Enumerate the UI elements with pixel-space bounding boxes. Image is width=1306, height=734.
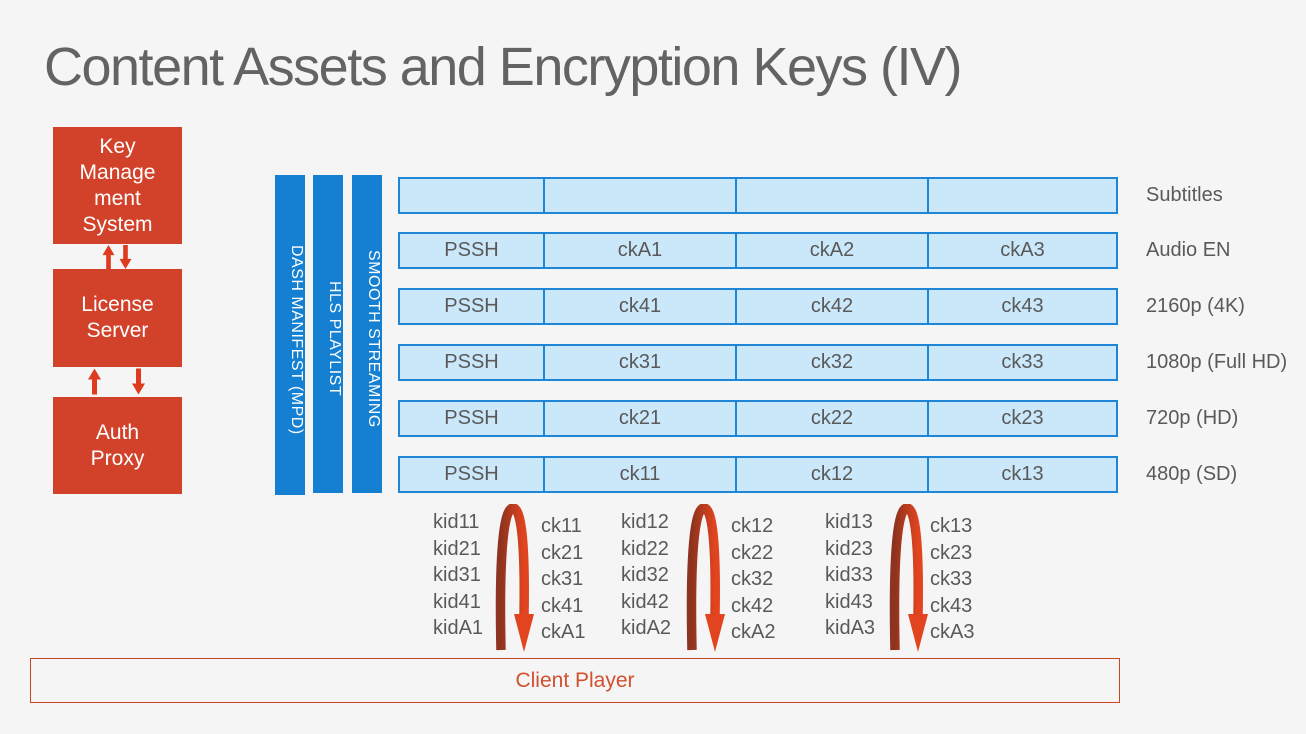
auth-proxy-label: Auth Proxy bbox=[90, 420, 145, 470]
table-cell bbox=[543, 179, 735, 212]
smooth-streaming-bar: SMOOTH STREAMING bbox=[352, 175, 382, 493]
table-cell bbox=[927, 179, 1116, 212]
slide-title: Content Assets and Encryption Keys (IV) bbox=[44, 37, 962, 97]
row-label-1080p: 1080p (Full HD) bbox=[1146, 351, 1288, 373]
table-cell: ckA3 bbox=[927, 234, 1116, 267]
table-cell: ck41 bbox=[543, 290, 735, 323]
dash-manifest-bar: DASH MANIFEST (MPD) bbox=[275, 175, 305, 495]
table-cell: ck12 bbox=[735, 458, 927, 491]
key-management-system-box: Key Manage ment System bbox=[53, 127, 182, 244]
hls-playlist-bar: HLS PLAYLIST bbox=[313, 175, 343, 493]
row-label-720p: 720p (HD) bbox=[1146, 407, 1239, 429]
table-cell: ck32 bbox=[735, 346, 927, 379]
table-cell: PSSH bbox=[444, 463, 499, 485]
down-arrow-icon bbox=[132, 368, 145, 395]
client-player-label: Client Player bbox=[515, 668, 635, 692]
table-row-audio-en: PSSH ckA1 ckA2 ckA3 bbox=[398, 232, 1118, 269]
table-cell: ck22 bbox=[735, 402, 927, 435]
table-row-subtitles bbox=[398, 177, 1118, 214]
table-cell: ck33 bbox=[927, 346, 1116, 379]
ck-list-3: ck13 ck23 ck33 ck43 ckA3 bbox=[930, 515, 975, 644]
key-management-system-label: Key Manage ment System bbox=[79, 134, 156, 236]
table-cell: ck21 bbox=[543, 402, 735, 435]
table-cell: ck11 bbox=[543, 458, 735, 491]
table-row-2160p: PSSH ck41 ck42 ck43 bbox=[398, 288, 1118, 325]
table-cell: ckA2 bbox=[735, 234, 927, 267]
up-arrow-icon bbox=[102, 245, 115, 269]
row-label-audio-en: Audio EN bbox=[1146, 239, 1231, 261]
mapping-arrow-icon bbox=[889, 504, 928, 652]
table-cell: ck43 bbox=[927, 290, 1116, 323]
table-cell: ck42 bbox=[735, 290, 927, 323]
table-cell bbox=[735, 179, 927, 212]
table-row-720p: PSSH ck21 ck22 ck23 bbox=[398, 400, 1118, 437]
table-cell bbox=[400, 179, 543, 212]
table-cell: ckA1 bbox=[543, 234, 735, 267]
table-cell: PSSH bbox=[444, 239, 499, 261]
table-cell: ck31 bbox=[543, 346, 735, 379]
mapping-arrow-icon bbox=[686, 504, 725, 652]
row-label-2160p: 2160p (4K) bbox=[1146, 295, 1245, 317]
ck-list-1: ck11 ck21 ck31 ck41 ckA1 bbox=[541, 515, 586, 644]
license-server-box: License Server bbox=[53, 269, 182, 367]
license-server-label: License Server bbox=[81, 293, 154, 342]
auth-proxy-box: Auth Proxy bbox=[53, 397, 182, 494]
up-arrow-icon bbox=[88, 368, 101, 395]
row-label-subtitles: Subtitles bbox=[1146, 184, 1223, 206]
kid-list-2: kid12 kid22 kid32 kid42 kidA2 bbox=[621, 511, 672, 640]
client-player-box: Client Player bbox=[30, 658, 1120, 703]
table-cell: PSSH bbox=[444, 295, 499, 317]
table-cell: ck13 bbox=[927, 458, 1116, 491]
mapping-arrow-icon bbox=[495, 504, 534, 652]
table-cell: ck23 bbox=[927, 402, 1116, 435]
ck-list-2: ck12 ck22 ck32 ck42 ckA2 bbox=[731, 515, 776, 644]
table-cell: PSSH bbox=[444, 351, 499, 373]
kid-list-1: kid11 kid21 kid31 kid41 kidA1 bbox=[433, 511, 484, 640]
table-row-480p: PSSH ck11 ck12 ck13 bbox=[398, 456, 1118, 493]
kid-list-3: kid13 kid23 kid33 kid43 kidA3 bbox=[825, 511, 876, 640]
table-cell: PSSH bbox=[444, 407, 499, 429]
row-label-480p: 480p (SD) bbox=[1146, 463, 1238, 485]
table-row-1080p: PSSH ck31 ck32 ck33 bbox=[398, 344, 1118, 381]
down-arrow-icon bbox=[119, 245, 132, 269]
